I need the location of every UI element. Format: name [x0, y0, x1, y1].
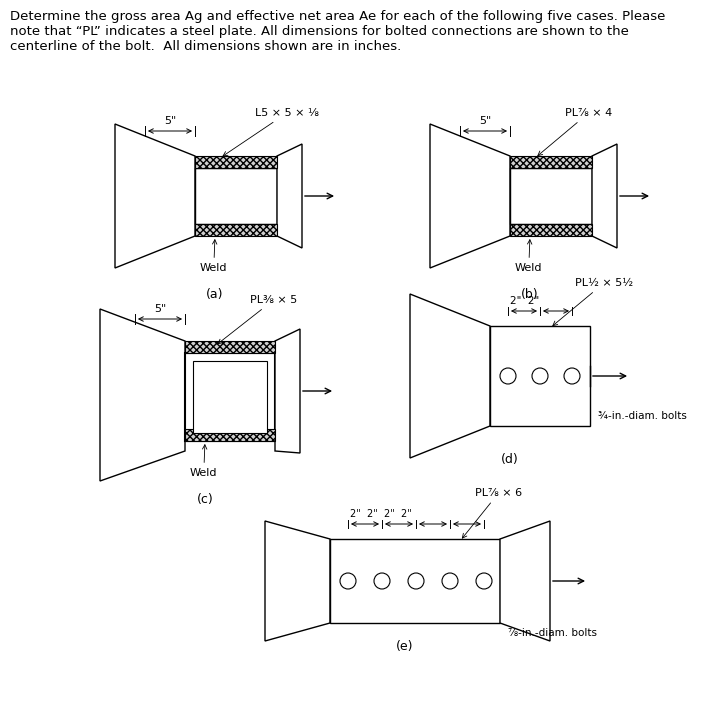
Text: Weld: Weld	[200, 240, 228, 273]
Circle shape	[476, 573, 492, 589]
Polygon shape	[430, 124, 510, 268]
Polygon shape	[195, 224, 277, 236]
Circle shape	[340, 573, 356, 589]
Polygon shape	[277, 144, 302, 248]
Text: 2"  2"  2"  2": 2" 2" 2" 2"	[350, 509, 411, 519]
Text: Weld: Weld	[515, 240, 542, 273]
Circle shape	[442, 573, 458, 589]
Polygon shape	[510, 168, 592, 224]
Polygon shape	[592, 144, 617, 248]
Circle shape	[500, 368, 516, 384]
Polygon shape	[510, 224, 592, 236]
Text: PL⅞ × 4: PL⅞ × 4	[538, 108, 612, 155]
Text: 5": 5"	[154, 304, 166, 314]
Polygon shape	[500, 521, 550, 641]
Polygon shape	[115, 124, 195, 268]
Text: PL⅞ × 6: PL⅞ × 6	[462, 488, 522, 538]
Polygon shape	[185, 353, 275, 441]
Polygon shape	[410, 294, 490, 458]
Text: ⅞-in.-diam. bolts: ⅞-in.-diam. bolts	[508, 628, 597, 638]
Text: (d): (d)	[501, 453, 519, 466]
Circle shape	[408, 573, 424, 589]
Polygon shape	[195, 168, 277, 224]
Text: (c): (c)	[196, 493, 214, 506]
Polygon shape	[510, 156, 592, 168]
Text: PL½ × 5½: PL½ × 5½	[553, 278, 633, 326]
Polygon shape	[185, 341, 275, 353]
Text: (e): (e)	[396, 640, 414, 653]
Text: 2"  2": 2" 2"	[510, 296, 539, 306]
Text: Weld: Weld	[190, 445, 217, 478]
Text: (b): (b)	[521, 288, 539, 301]
Text: ¾-in.-diam. bolts: ¾-in.-diam. bolts	[598, 411, 687, 421]
Circle shape	[532, 368, 548, 384]
Polygon shape	[100, 309, 185, 481]
Text: L5 × 5 × ⅛: L5 × 5 × ⅛	[223, 108, 319, 156]
Polygon shape	[330, 539, 500, 623]
Text: (a): (a)	[206, 288, 224, 301]
Circle shape	[374, 573, 390, 589]
Text: 5": 5"	[164, 116, 176, 126]
Polygon shape	[265, 521, 330, 641]
Text: 5": 5"	[479, 116, 491, 126]
Polygon shape	[275, 329, 300, 453]
Polygon shape	[195, 156, 277, 168]
Polygon shape	[193, 361, 267, 433]
Text: Determine the gross area Ag and effective net area Ae for each of the following : Determine the gross area Ag and effectiv…	[10, 10, 665, 53]
Polygon shape	[185, 429, 275, 441]
Text: PL⅜ × 5: PL⅜ × 5	[218, 295, 297, 343]
Polygon shape	[490, 326, 590, 426]
Circle shape	[564, 368, 580, 384]
